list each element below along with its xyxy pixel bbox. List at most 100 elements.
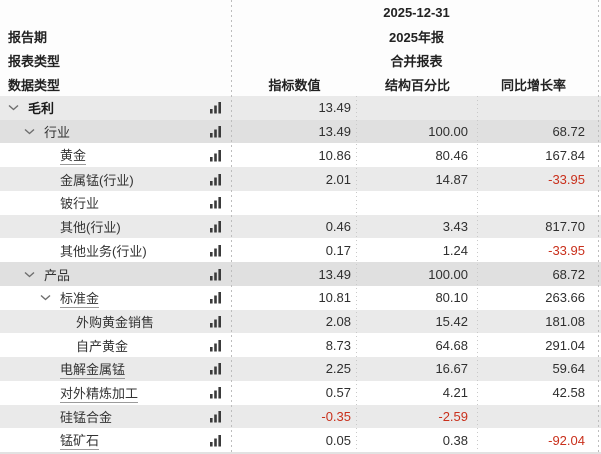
report-date: 2025-12-31 [383, 4, 450, 20]
row-label-cell: 其他业务(行业) [0, 238, 232, 262]
value-cell: 0.05 [325, 432, 351, 448]
bar-chart-icon[interactable] [209, 410, 223, 423]
value-cell: 14.87 [435, 171, 468, 187]
value-cell [478, 191, 601, 215]
value-cell: 2.25 [325, 361, 351, 377]
row-label: 外购黄金销售 [76, 314, 155, 330]
header-row-statement: 报表类型 合并报表 [0, 48, 601, 72]
value-cell: 3.43 [442, 219, 468, 235]
bar-chart-icon[interactable] [209, 386, 223, 399]
label-data-type: 数据类型 [8, 77, 61, 93]
value-cell: 59.64 [552, 361, 585, 377]
value-cell: 13.49 [318, 266, 351, 282]
table-row[interactable]: 毛利 13.49 [0, 96, 601, 120]
row-label-cell: 对外精炼加工 [0, 381, 232, 405]
statement-type-value: 合并报表 [390, 53, 443, 69]
value-cell [232, 191, 357, 215]
bar-chart-icon[interactable] [209, 268, 223, 281]
report-type-value: 2025年报 [389, 29, 444, 45]
table-row[interactable]: 产品 13.49 100.00 68.72 [0, 262, 601, 286]
value-cell: 100.00 [428, 266, 468, 282]
row-label-cell: 其他(行业) [0, 215, 232, 239]
table-row[interactable]: 标准金 10.81 80.10 263.66 [0, 285, 601, 310]
chevron-down-icon[interactable] [40, 294, 60, 301]
row-label: 其他业务(行业) [60, 243, 147, 259]
next-row-edge [0, 452, 601, 454]
bar-chart-icon[interactable] [209, 173, 223, 186]
column-header-yoy-growth: 同比增长率 [500, 77, 566, 93]
value-cell: 263.66 [545, 290, 585, 306]
table-row[interactable]: 黄金 10.86 80.46 167.84 [0, 143, 601, 168]
bar-chart-icon[interactable] [209, 291, 223, 304]
bar-chart-icon[interactable] [209, 149, 223, 162]
value-cell: 167.84 [545, 147, 585, 163]
bar-chart-icon[interactable] [209, 339, 223, 352]
value-cell: 42.58 [552, 385, 585, 401]
value-cell: 10.86 [318, 147, 351, 163]
table-row[interactable]: 自产黄金 8.73 64.68 291.04 [0, 333, 601, 358]
value-cell: 0.57 [325, 385, 351, 401]
row-label-cell: 毛利 [0, 96, 232, 120]
table-row[interactable]: 外购黄金销售 2.08 15.42 181.08 [0, 309, 601, 334]
bar-chart-icon[interactable] [209, 196, 223, 209]
row-label-cell: 铍行业 [0, 191, 232, 215]
chevron-down-icon[interactable] [24, 128, 44, 135]
row-label[interactable]: 对外精炼加工 [60, 383, 139, 403]
row-label: 毛利 [28, 101, 55, 117]
value-cell: 291.04 [545, 337, 585, 353]
bar-chart-icon[interactable] [209, 362, 223, 375]
table-row[interactable]: 行业 13.49 100.00 68.72 [0, 119, 601, 144]
value-cell: -33.95 [548, 242, 585, 258]
table-row[interactable]: 硅锰合金 -0.35 -2.59 [0, 404, 601, 429]
value-cell: 80.46 [435, 147, 468, 163]
table-row[interactable]: 其他(行业) 0.46 3.43 817.70 [0, 214, 601, 239]
bar-chart-icon[interactable] [209, 434, 223, 447]
table-body: 毛利 13.49 行业 13.49 100.00 68.72 黄金 10.86 80.46 167… [0, 96, 601, 453]
table-row[interactable]: 对外精炼加工 0.57 4.21 42.58 [0, 380, 601, 405]
table-row[interactable]: 铍行业 [0, 190, 601, 215]
row-label-cell: 自产黄金 [0, 333, 232, 357]
table-header: 2025-12-31 报告期 2025年报 报表类型 合并报表 数据类型 指标数… [0, 0, 601, 96]
row-label-cell: 电解金属锰 [0, 357, 232, 381]
value-cell: 68.72 [552, 124, 585, 140]
row-label: 产品 [44, 267, 71, 283]
value-cell [357, 96, 478, 120]
value-cell: 2.01 [325, 171, 351, 187]
column-header-indicator-value: 指标数值 [268, 77, 321, 93]
value-cell: 100.00 [428, 124, 468, 140]
value-cell: 817.70 [545, 219, 585, 235]
chevron-down-icon[interactable] [8, 104, 28, 111]
row-label: 自产黄金 [76, 338, 129, 354]
bar-chart-icon[interactable] [209, 101, 223, 114]
table-row[interactable]: 金属锰(行业) 2.01 14.87 -33.95 [0, 167, 601, 191]
row-label-cell: 产品 [0, 262, 232, 286]
table-row[interactable]: 锰矿石 0.05 0.38 -92.04 [0, 428, 601, 453]
value-cell: 2.08 [325, 313, 351, 329]
value-cell: 0.46 [325, 219, 351, 235]
chevron-down-icon[interactable] [24, 271, 44, 278]
bar-chart-icon[interactable] [209, 220, 223, 233]
value-cell: 181.08 [545, 313, 585, 329]
value-cell: -92.04 [548, 432, 585, 448]
row-label[interactable]: 标准金 [60, 288, 100, 308]
value-cell: 80.10 [435, 290, 468, 306]
value-cell [478, 405, 601, 429]
bar-chart-icon[interactable] [209, 244, 223, 257]
row-label: 行业 [44, 125, 71, 141]
row-label[interactable]: 锰矿石 [60, 430, 100, 451]
value-cell: 15.42 [435, 313, 468, 329]
table-row[interactable]: 其他业务(行业) 0.17 1.24 -33.95 [0, 238, 601, 263]
value-cell: 1.24 [442, 242, 468, 258]
bar-chart-icon[interactable] [209, 315, 223, 328]
value-cell: 13.49 [318, 124, 351, 140]
value-cell [357, 191, 478, 215]
value-cell: 0.17 [325, 242, 351, 258]
row-label[interactable]: 电解金属锰 [60, 359, 126, 379]
value-cell: 16.67 [435, 361, 468, 377]
value-cell: -0.35 [321, 408, 351, 424]
row-label-cell: 标准金 [0, 286, 232, 310]
bar-chart-icon[interactable] [209, 125, 223, 138]
row-label[interactable]: 黄金 [60, 145, 87, 166]
table-row[interactable]: 电解金属锰 2.25 16.67 59.64 [0, 357, 601, 381]
